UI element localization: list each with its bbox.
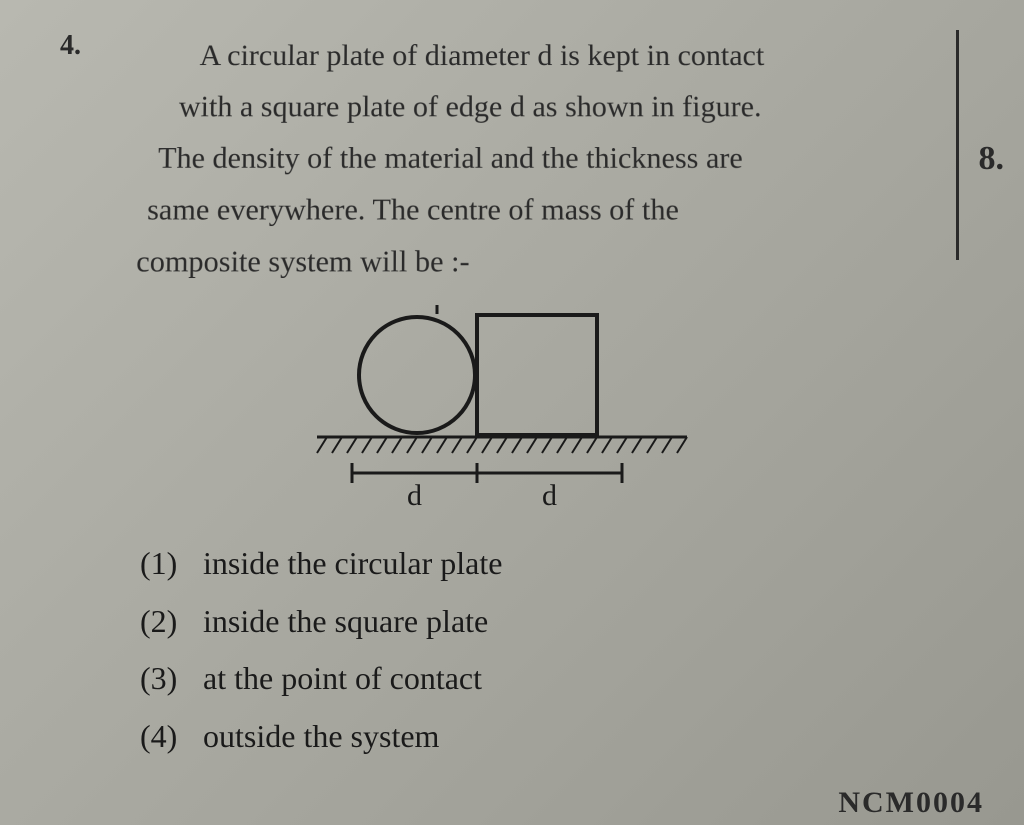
option-4-text: outside the system (203, 718, 439, 754)
option-3: (3) at the point of contact (140, 650, 964, 708)
question-line-4: same everywhere. The centre of mass of t… (147, 184, 878, 236)
diagram-svg: d d (292, 305, 732, 515)
option-4-num: (4) (140, 708, 195, 766)
option-2-text: inside the square plate (203, 603, 488, 639)
option-2: (2) inside the square plate (140, 593, 964, 651)
question-line-1: A circular plate of diameter d is kept i… (199, 30, 875, 81)
question-line-2: with a square plate of edge d as shown i… (179, 81, 876, 132)
option-1-text: inside the circular plate (203, 545, 502, 581)
vertical-divider (956, 30, 959, 260)
page-container: 4. 8. A circular plate of diameter d is … (0, 0, 1024, 825)
dim-label-left: d (407, 479, 422, 512)
question-line-5: composite system will be :- (136, 236, 878, 288)
option-1: (1) inside the circular plate (140, 535, 964, 593)
question-text-block: A circular plate of diameter d is kept i… (136, 30, 878, 288)
question-line-3: The density of the material and the thic… (158, 132, 877, 184)
option-3-num: (3) (140, 650, 195, 708)
figure: d d (292, 305, 732, 515)
options-list: (1) inside the circular plate (2) inside… (140, 535, 964, 765)
option-2-num: (2) (140, 593, 195, 651)
figure-container: d d (60, 305, 964, 515)
option-3-text: at the point of contact (203, 660, 482, 696)
ground-hatching (317, 437, 687, 453)
option-1-num: (1) (140, 535, 195, 593)
square-plate (477, 315, 597, 435)
circle-plate (359, 317, 475, 433)
option-4: (4) outside the system (140, 708, 964, 766)
side-question-number: 8. (979, 140, 1005, 178)
question-number: 4. (60, 30, 81, 62)
dim-label-right: d (542, 479, 557, 512)
footer-code: NCM0004 (838, 786, 984, 820)
